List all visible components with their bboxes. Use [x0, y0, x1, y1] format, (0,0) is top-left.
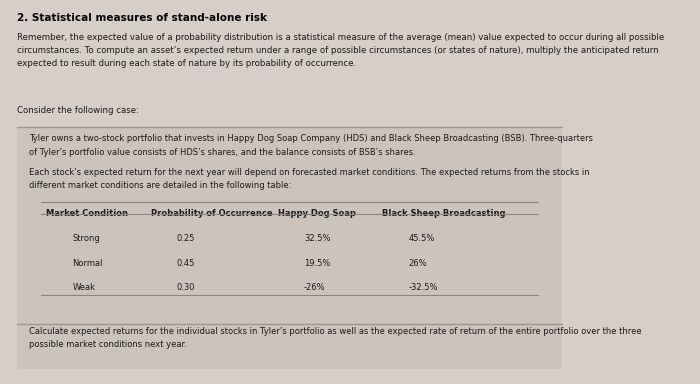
Text: 2. Statistical measures of stand-alone risk: 2. Statistical measures of stand-alone r…	[18, 13, 267, 23]
Text: Consider the following case:: Consider the following case:	[18, 106, 139, 114]
Text: -32.5%: -32.5%	[408, 283, 438, 292]
Text: Probability of Occurrence: Probability of Occurrence	[150, 209, 272, 218]
Text: Market Condition: Market Condition	[46, 209, 128, 218]
Text: 0.30: 0.30	[176, 283, 195, 292]
Text: 26%: 26%	[408, 259, 427, 268]
Text: Happy Dog Soap: Happy Dog Soap	[278, 209, 356, 218]
Text: Black Sheep Broadcasting: Black Sheep Broadcasting	[382, 209, 505, 218]
Text: 0.45: 0.45	[176, 259, 195, 268]
Text: Weak: Weak	[72, 283, 95, 292]
Text: 0.25: 0.25	[176, 234, 195, 243]
Text: Each stock’s expected return for the next year will depend on forecasted market : Each stock’s expected return for the nex…	[29, 168, 589, 190]
Text: Calculate expected returns for the individual stocks in Tyler’s portfolio as wel: Calculate expected returns for the indiv…	[29, 327, 642, 349]
Text: 19.5%: 19.5%	[304, 259, 330, 268]
Text: Remember, the expected value of a probability distribution is a statistical meas: Remember, the expected value of a probab…	[18, 33, 664, 68]
Text: 45.5%: 45.5%	[408, 234, 435, 243]
Text: -26%: -26%	[304, 283, 326, 292]
Text: Strong: Strong	[72, 234, 100, 243]
FancyBboxPatch shape	[18, 127, 561, 369]
Text: 32.5%: 32.5%	[304, 234, 330, 243]
Text: Normal: Normal	[72, 259, 103, 268]
Text: Tyler owns a two-stock portfolio that invests in Happy Dog Soap Company (HDS) an: Tyler owns a two-stock portfolio that in…	[29, 134, 593, 157]
